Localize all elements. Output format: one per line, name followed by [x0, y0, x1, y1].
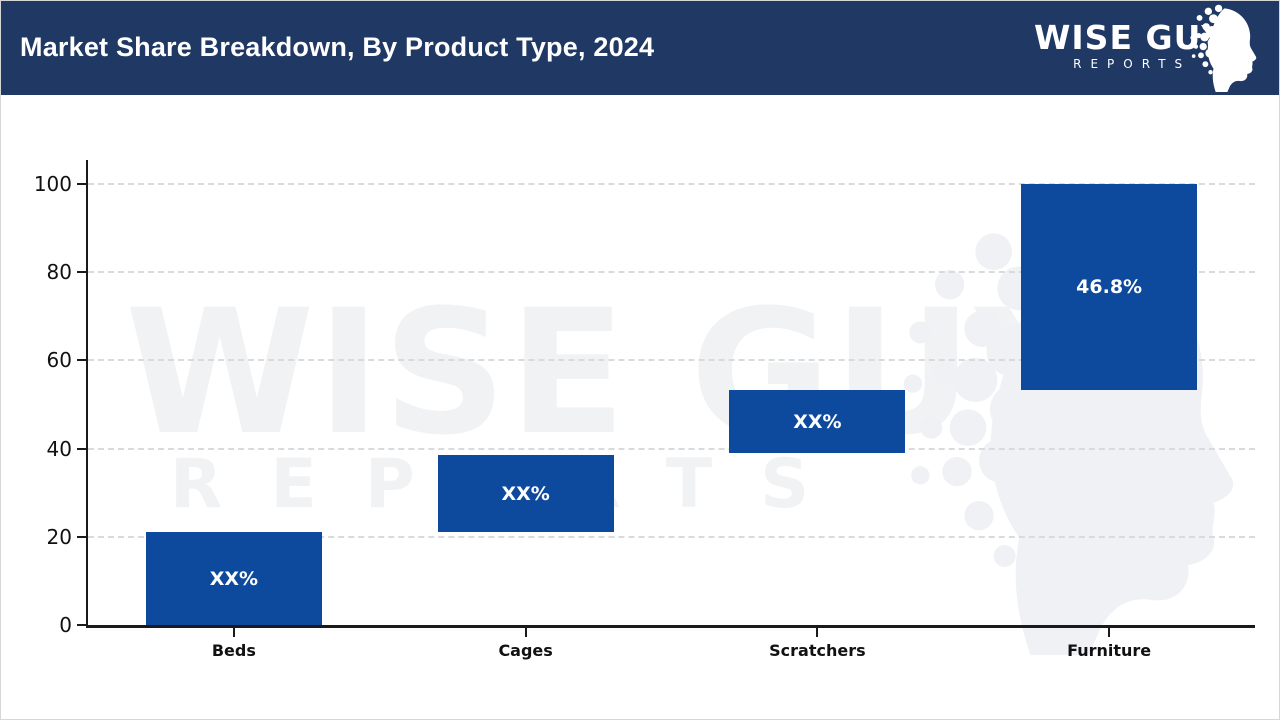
x-tick-label-beds: Beds — [211, 641, 256, 660]
header-bar: Market Share Breakdown, By Product Type,… — [0, 0, 1280, 95]
logo-subtitle: REPORTS — [1073, 57, 1192, 71]
gridline-y40 — [88, 447, 1255, 450]
y-tick-mark-80 — [77, 271, 86, 274]
bar-cages: XX% — [437, 455, 614, 533]
bar-beds: XX% — [145, 532, 322, 625]
bar-value-label: 46.8% — [1076, 276, 1143, 299]
y-axis-line — [86, 160, 88, 627]
bar-scratchers: XX% — [729, 390, 906, 453]
y-tick-label-0: 0 — [59, 613, 72, 637]
gridline-y80 — [88, 271, 1255, 274]
chart-area: WISE GUY REPORTS 020406080100XX%BedsXX%C… — [0, 95, 1280, 720]
x-axis-line — [86, 625, 1255, 628]
bar-value-label: XX% — [793, 410, 842, 433]
y-tick-label-20: 20 — [46, 524, 72, 549]
gridline-y20 — [88, 535, 1255, 538]
chart-title: Market Share Breakdown, By Product Type,… — [20, 32, 655, 62]
x-tick-label-cages: Cages — [498, 641, 553, 660]
y-tick-mark-60 — [77, 359, 86, 362]
x-tick-label-scratchers: Scratchers — [769, 641, 866, 660]
y-tick-label-80: 80 — [46, 260, 72, 285]
x-tick-mark-beds — [232, 628, 235, 637]
bar-value-label: XX% — [501, 482, 550, 505]
bar-value-label: XX% — [209, 567, 259, 590]
x-tick-label-furniture: Furniture — [1067, 641, 1152, 660]
x-tick-mark-cages — [524, 628, 527, 637]
y-tick-label-40: 40 — [46, 436, 72, 461]
x-tick-mark-scratchers — [816, 628, 819, 637]
y-tick-label-100: 100 — [33, 172, 72, 196]
y-tick-mark-20 — [77, 535, 86, 538]
gridline-y100 — [88, 183, 1255, 185]
x-tick-mark-furniture — [1108, 628, 1111, 637]
logo: WISE GUY REPORTS — [1016, 0, 1266, 95]
y-tick-mark-40 — [77, 447, 86, 450]
logo-head-icon — [1190, 4, 1257, 92]
y-tick-mark-0 — [77, 624, 86, 626]
y-tick-mark-100 — [77, 183, 86, 185]
y-tick-label-60: 60 — [46, 348, 72, 373]
gridline-y60 — [88, 359, 1255, 362]
bar-furniture: 46.8% — [1021, 184, 1198, 391]
